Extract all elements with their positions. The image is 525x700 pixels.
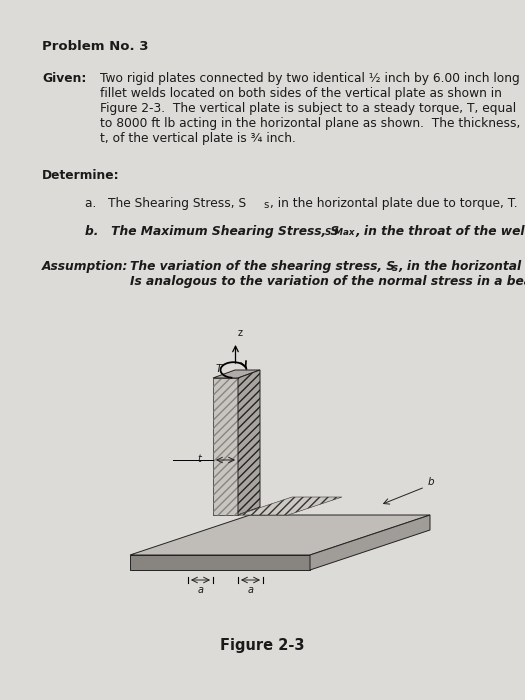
- Text: b: b: [428, 477, 435, 487]
- Text: Figure 2-3.  The vertical plate is subject to a steady torque, T, equal: Figure 2-3. The vertical plate is subjec…: [100, 102, 516, 115]
- Text: , in the horizontal plate: , in the horizontal plate: [398, 260, 525, 273]
- Polygon shape: [238, 370, 260, 515]
- Text: Is analogous to the variation of the normal stress in a beam.: Is analogous to the variation of the nor…: [130, 275, 525, 288]
- Text: Figure 2-3: Figure 2-3: [220, 638, 304, 653]
- Text: Problem No. 3: Problem No. 3: [42, 40, 149, 53]
- Text: T: T: [215, 364, 222, 374]
- Polygon shape: [213, 378, 238, 515]
- Text: Two rigid plates connected by two identical ½ inch by 6.00 inch long: Two rigid plates connected by two identi…: [100, 72, 520, 85]
- Text: a: a: [247, 585, 254, 595]
- Polygon shape: [130, 515, 430, 555]
- Text: b.   The Maximum Shearing Stress, S: b. The Maximum Shearing Stress, S: [85, 225, 339, 238]
- Text: a.   The Shearing Stress, S: a. The Shearing Stress, S: [85, 197, 246, 210]
- Polygon shape: [213, 370, 260, 378]
- Text: s: s: [392, 263, 398, 273]
- Text: The variation of the shearing stress, S: The variation of the shearing stress, S: [130, 260, 395, 273]
- Text: S Max: S Max: [325, 228, 354, 237]
- Polygon shape: [310, 515, 430, 570]
- Polygon shape: [130, 555, 310, 570]
- Text: , in the horizontal plate due to torque, T.: , in the horizontal plate due to torque,…: [270, 197, 518, 210]
- Text: z: z: [238, 328, 243, 339]
- Text: t, of the vertical plate is ¾ inch.: t, of the vertical plate is ¾ inch.: [100, 132, 296, 145]
- Text: Given:: Given:: [42, 72, 87, 85]
- Polygon shape: [213, 378, 238, 515]
- Text: t: t: [197, 454, 201, 464]
- Text: a: a: [197, 585, 204, 595]
- Polygon shape: [238, 497, 342, 515]
- Polygon shape: [238, 510, 279, 515]
- Text: , in the throat of the weld.: , in the throat of the weld.: [355, 225, 525, 238]
- Text: fillet welds located on both sides of the vertical plate as shown in: fillet welds located on both sides of th…: [100, 87, 502, 100]
- Text: to 8000 ft lb acting in the horizontal plane as shown.  The thickness,: to 8000 ft lb acting in the horizontal p…: [100, 117, 520, 130]
- Text: s: s: [263, 200, 268, 210]
- Text: Assumption:: Assumption:: [42, 260, 129, 273]
- Text: Determine:: Determine:: [42, 169, 120, 182]
